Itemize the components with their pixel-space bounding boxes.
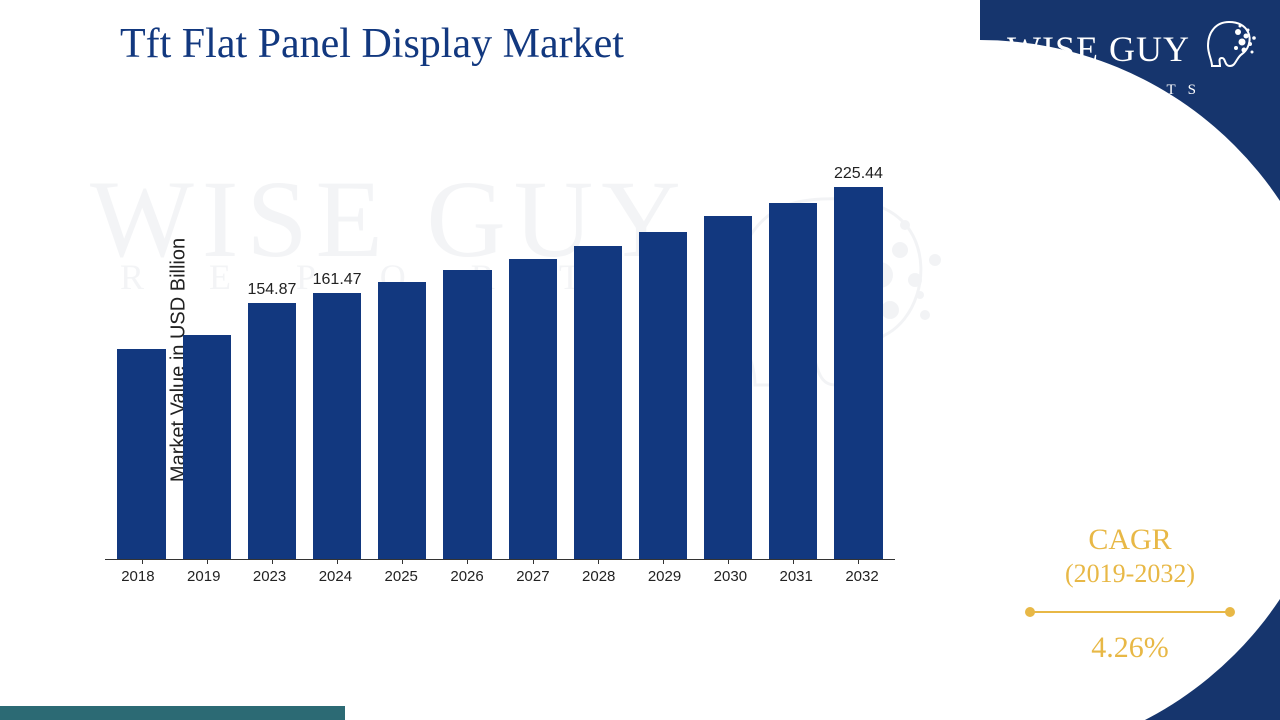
brand-subtitle: REPORTS: [1007, 82, 1260, 99]
bar: [183, 335, 231, 559]
plot-area: 154.87 161.47 225.44: [105, 130, 895, 560]
bars-container: 154.87 161.47 225.44: [105, 130, 895, 559]
x-label: 2030: [697, 562, 763, 590]
bar-wrap: 154.87: [239, 130, 304, 559]
infographic-stage: WISE GUY R E P O R T S Tft Flat Panel Di…: [0, 0, 1280, 720]
x-label: 2025: [368, 562, 434, 590]
bar-wrap: [500, 130, 565, 559]
bar: [834, 187, 882, 559]
chart-title: Tft Flat Panel Display Market: [120, 20, 624, 68]
bottom-accent-strip: [0, 706, 345, 720]
bar: [704, 216, 752, 559]
cagr-title: CAGR: [1020, 523, 1240, 557]
bar: [313, 293, 361, 559]
brand-head-icon: [1198, 18, 1260, 80]
cagr-box: CAGR (2019-2032) 4.26%: [1020, 523, 1240, 665]
x-label: 2018: [105, 562, 171, 590]
brand-logo: WISE GUY REPORTS: [1007, 18, 1260, 99]
bar: [443, 270, 491, 559]
bar-wrap: [630, 130, 695, 559]
bar-wrap: [174, 130, 239, 559]
x-label: 2027: [500, 562, 566, 590]
bar-value-label: 225.44: [834, 165, 883, 183]
cagr-divider: [1030, 611, 1230, 613]
x-label: 2023: [237, 562, 303, 590]
cagr-range: (2019-2032): [1020, 559, 1240, 589]
x-label: 2031: [763, 562, 829, 590]
bar: [574, 246, 622, 559]
x-label: 2028: [566, 562, 632, 590]
bar-wrap: [435, 130, 500, 559]
bar: [248, 303, 296, 559]
x-label: 2019: [171, 562, 237, 590]
cagr-value: 4.26%: [1020, 631, 1240, 665]
bar: [117, 349, 165, 559]
bar-chart: Market Value in USD Billion 154.87161.47…: [75, 130, 895, 590]
x-axis-labels: 2018201920232024202520262027202820292030…: [105, 562, 895, 590]
bar-wrap: [696, 130, 761, 559]
bar-wrap: [109, 130, 174, 559]
bar-value-label: 154.87: [247, 281, 296, 299]
bar: [769, 203, 817, 559]
bar-wrap: [761, 130, 826, 559]
bar-wrap: [565, 130, 630, 559]
x-label: 2032: [829, 562, 895, 590]
bar: [509, 259, 557, 559]
x-label: 2026: [434, 562, 500, 590]
x-label: 2024: [302, 562, 368, 590]
bar: [639, 232, 687, 559]
bar-wrap: 225.44: [826, 130, 891, 559]
bar: [378, 282, 426, 559]
brand-logo-main: WISE GUY: [1007, 18, 1260, 80]
x-label: 2029: [632, 562, 698, 590]
brand-name: WISE GUY: [1007, 31, 1190, 67]
bar-wrap: 161.47: [305, 130, 370, 559]
bar-value-label: 161.47: [313, 271, 362, 289]
bar-wrap: [370, 130, 435, 559]
